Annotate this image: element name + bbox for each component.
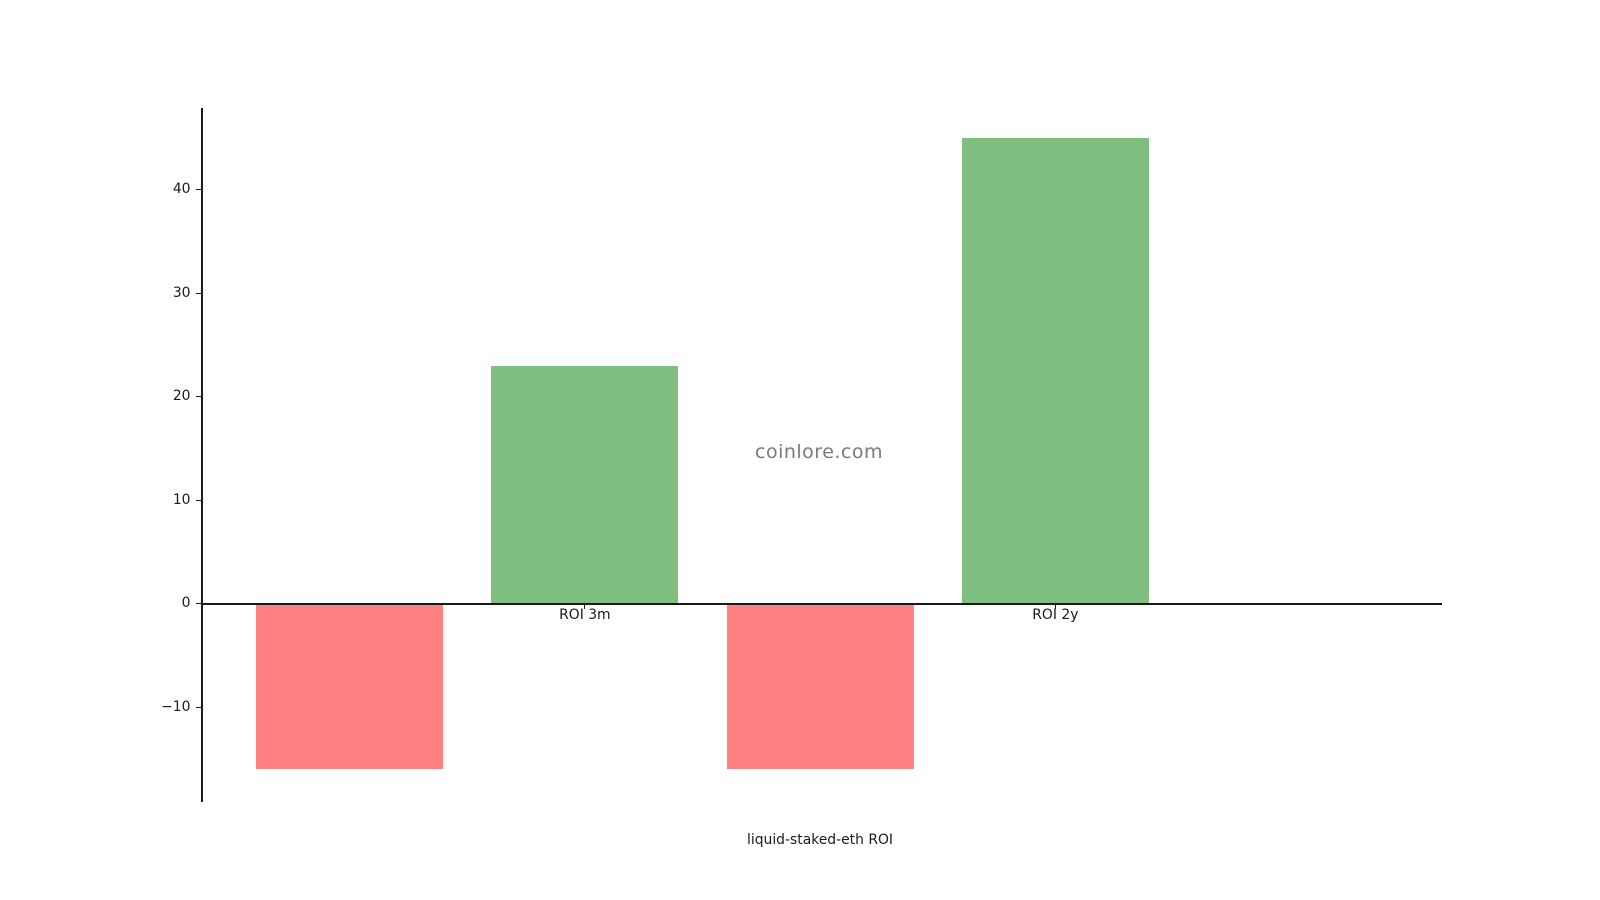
y-tick-label: 30 [172, 284, 191, 301]
y-tick-mark [195, 603, 202, 605]
roi-bar-roi-2y [961, 138, 1149, 604]
roi-bar-roi-3m [491, 365, 679, 604]
x-axis-title: liquid-staked-eth ROI [746, 832, 894, 848]
y-tick-label: 10 [172, 491, 191, 508]
y-tick-label: −10 [161, 698, 191, 715]
x-tick-mark [584, 604, 586, 609]
y-tick-mark [195, 292, 202, 294]
y-tick-mark [195, 396, 202, 398]
x-tick-mark [1054, 604, 1056, 609]
y-tick-label: 40 [172, 181, 191, 198]
y-tick-mark [195, 189, 202, 191]
x-tick-label: ROI 2y [1032, 606, 1079, 623]
y-tick-mark [195, 706, 202, 708]
y-tick-mark [195, 499, 202, 501]
y-tick-label: 0 [181, 595, 191, 612]
x-tick-label: ROI 3m [559, 606, 611, 623]
x-axis-zero-line [201, 603, 1442, 605]
roi-bar-unlabeled-2 [726, 603, 914, 770]
y-axis-line [201, 108, 203, 802]
roi-bar-unlabeled-0 [256, 603, 444, 770]
watermark: coinlore.com [755, 441, 883, 463]
y-tick-label: 20 [172, 388, 191, 405]
